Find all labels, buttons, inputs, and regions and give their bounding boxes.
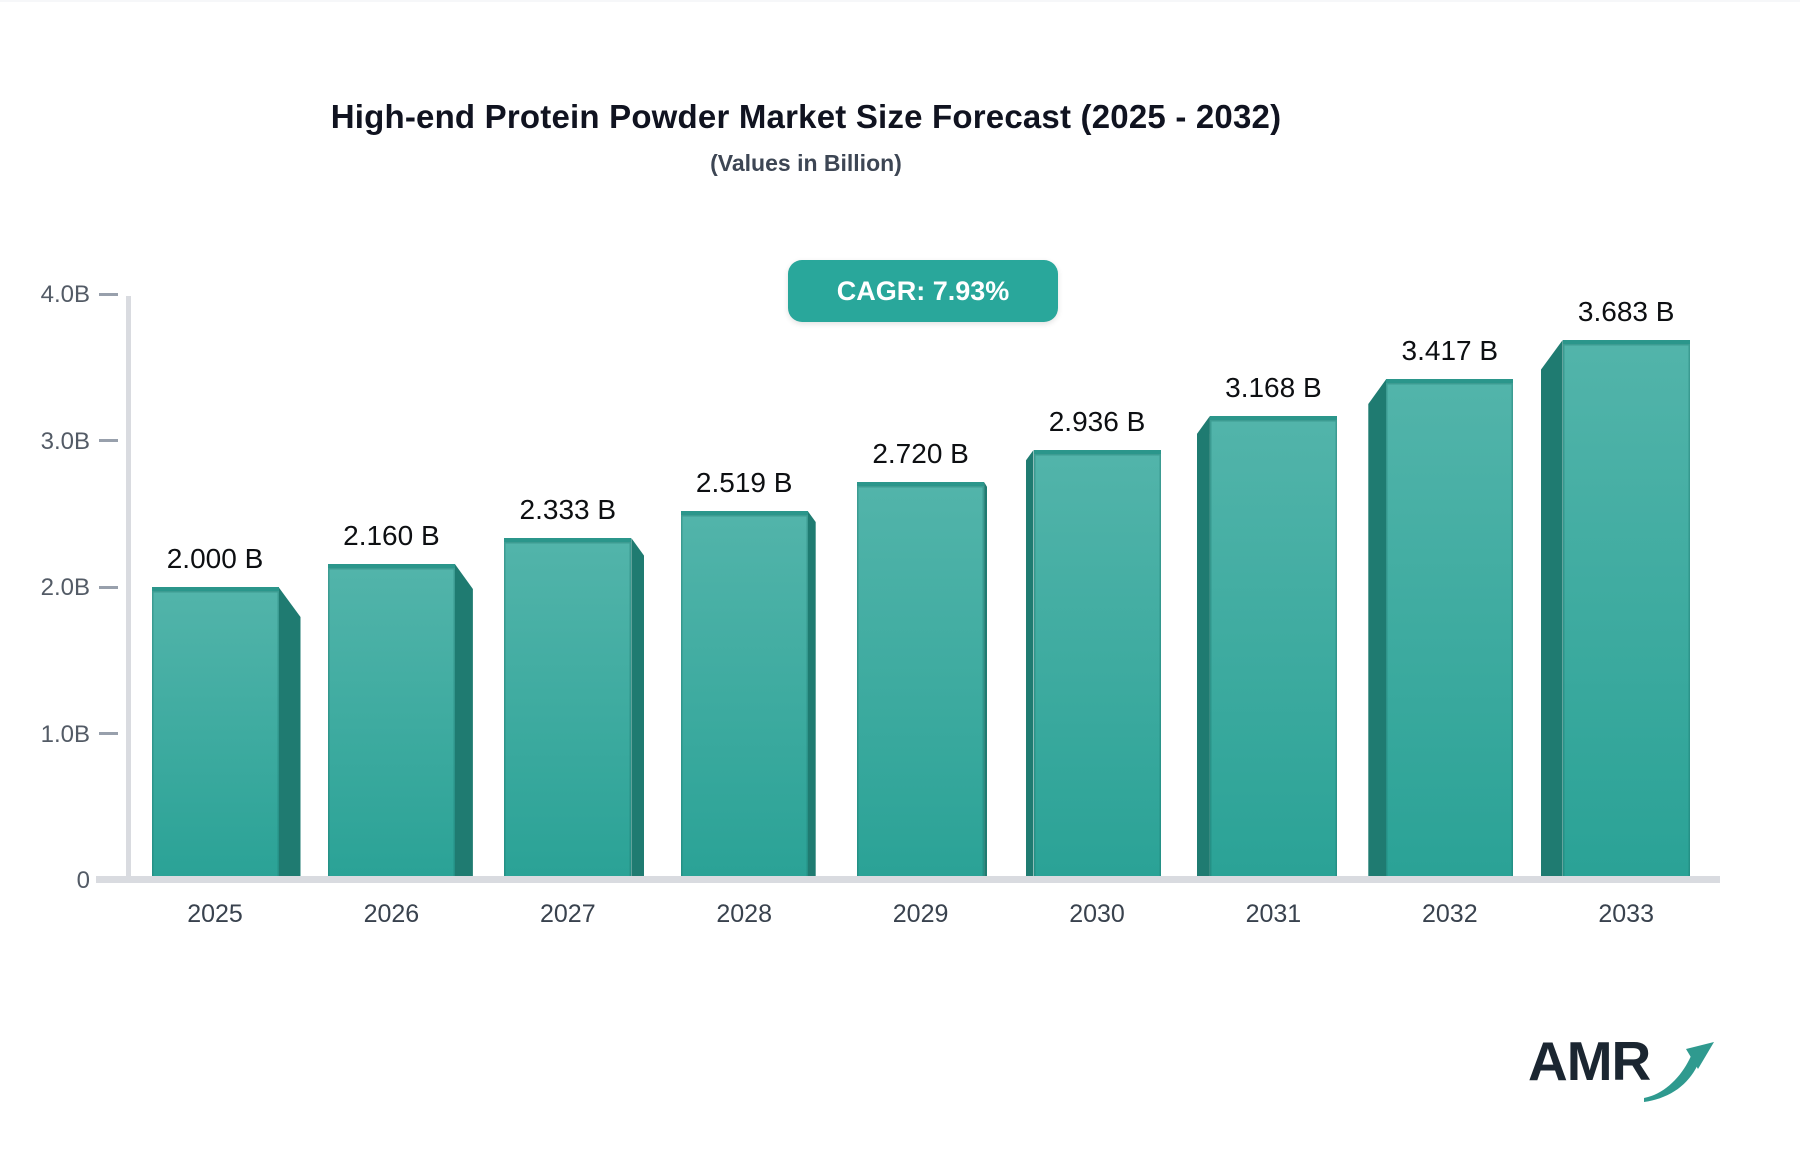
bar-value-label: 3.417 B bbox=[1401, 335, 1499, 366]
bar-face bbox=[504, 538, 632, 880]
y-tick-label: 4.0B bbox=[40, 281, 90, 308]
bar: 3.683 B bbox=[1540, 296, 1690, 880]
y-tick-label: 1.0B bbox=[40, 720, 90, 748]
bar-value-label: 2.333 B bbox=[519, 494, 617, 525]
y-tick-dash bbox=[99, 439, 118, 442]
bar-side-face bbox=[984, 482, 988, 880]
bar-value-label: 2.160 B bbox=[343, 520, 440, 551]
bar: 2.720 B bbox=[857, 438, 988, 880]
y-tick-dash bbox=[99, 292, 118, 296]
bar: 2.000 B bbox=[151, 543, 301, 880]
y-tick-dash bbox=[99, 585, 118, 589]
cagr-badge: CAGR: 7.93% bbox=[788, 260, 1058, 322]
y-tick-label: 3.0B bbox=[40, 427, 90, 455]
bar: 3.417 B bbox=[1368, 335, 1514, 880]
bar-face bbox=[680, 511, 808, 880]
amr-logo: AMR bbox=[1528, 1034, 1718, 1106]
x-tick-label: 2027 bbox=[539, 900, 596, 928]
bar-value-label: 3.168 B bbox=[1225, 372, 1322, 403]
bar-side-face bbox=[1368, 379, 1387, 880]
x-tick-label: 2033 bbox=[1598, 900, 1654, 928]
logo-text: AMR bbox=[1528, 1030, 1651, 1092]
bar-face bbox=[1562, 340, 1690, 880]
bar-face bbox=[1033, 450, 1161, 880]
y-tick-label: 0 bbox=[76, 867, 90, 894]
bar-value-label: 2.000 B bbox=[166, 543, 264, 574]
chart-subtitle: (Values in Billion) bbox=[710, 150, 902, 176]
bar-side-face bbox=[1196, 416, 1210, 880]
bar-side-face bbox=[807, 511, 816, 880]
chart-title: High-end Protein Powder Market Size Fore… bbox=[330, 98, 1282, 135]
x-tick-label: 2029 bbox=[892, 900, 949, 928]
bar: 3.168 B bbox=[1196, 372, 1337, 880]
bar-value-label: 2.519 B bbox=[695, 467, 793, 498]
bar-side-face bbox=[631, 538, 645, 880]
bar: 2.333 B bbox=[504, 494, 645, 880]
bar-face bbox=[857, 482, 985, 880]
bar-face bbox=[1386, 379, 1514, 880]
bar-value-label: 3.683 B bbox=[1577, 296, 1675, 327]
bar-side-face bbox=[454, 564, 473, 880]
bar-side-face bbox=[278, 587, 301, 880]
bar-value-label: 2.936 B bbox=[1048, 406, 1146, 437]
x-tick-label: 2026 bbox=[363, 900, 420, 928]
bar: 2.160 B bbox=[327, 520, 473, 880]
y-tick-label: 2.0B bbox=[40, 574, 90, 601]
bar-side-face bbox=[1025, 450, 1034, 880]
growth-arrow-icon bbox=[1644, 1042, 1715, 1102]
x-tick-label: 2032 bbox=[1421, 900, 1478, 928]
x-axis-line bbox=[96, 876, 1720, 883]
y-axis-line bbox=[126, 296, 131, 882]
x-tick-label: 2031 bbox=[1245, 900, 1302, 928]
bar-face bbox=[151, 587, 279, 880]
bar: 2.519 B bbox=[680, 467, 816, 880]
bar-value-label: 2.720 B bbox=[872, 438, 969, 469]
x-tick-label: 2028 bbox=[716, 900, 772, 928]
x-tick-label: 2025 bbox=[187, 900, 243, 928]
bar-face bbox=[1209, 416, 1337, 880]
y-tick-dash bbox=[99, 732, 118, 735]
x-tick-label: 2030 bbox=[1069, 900, 1125, 928]
bar-side-face bbox=[1540, 340, 1563, 880]
bar-face bbox=[327, 564, 455, 880]
bar: 2.936 B bbox=[1025, 406, 1161, 880]
